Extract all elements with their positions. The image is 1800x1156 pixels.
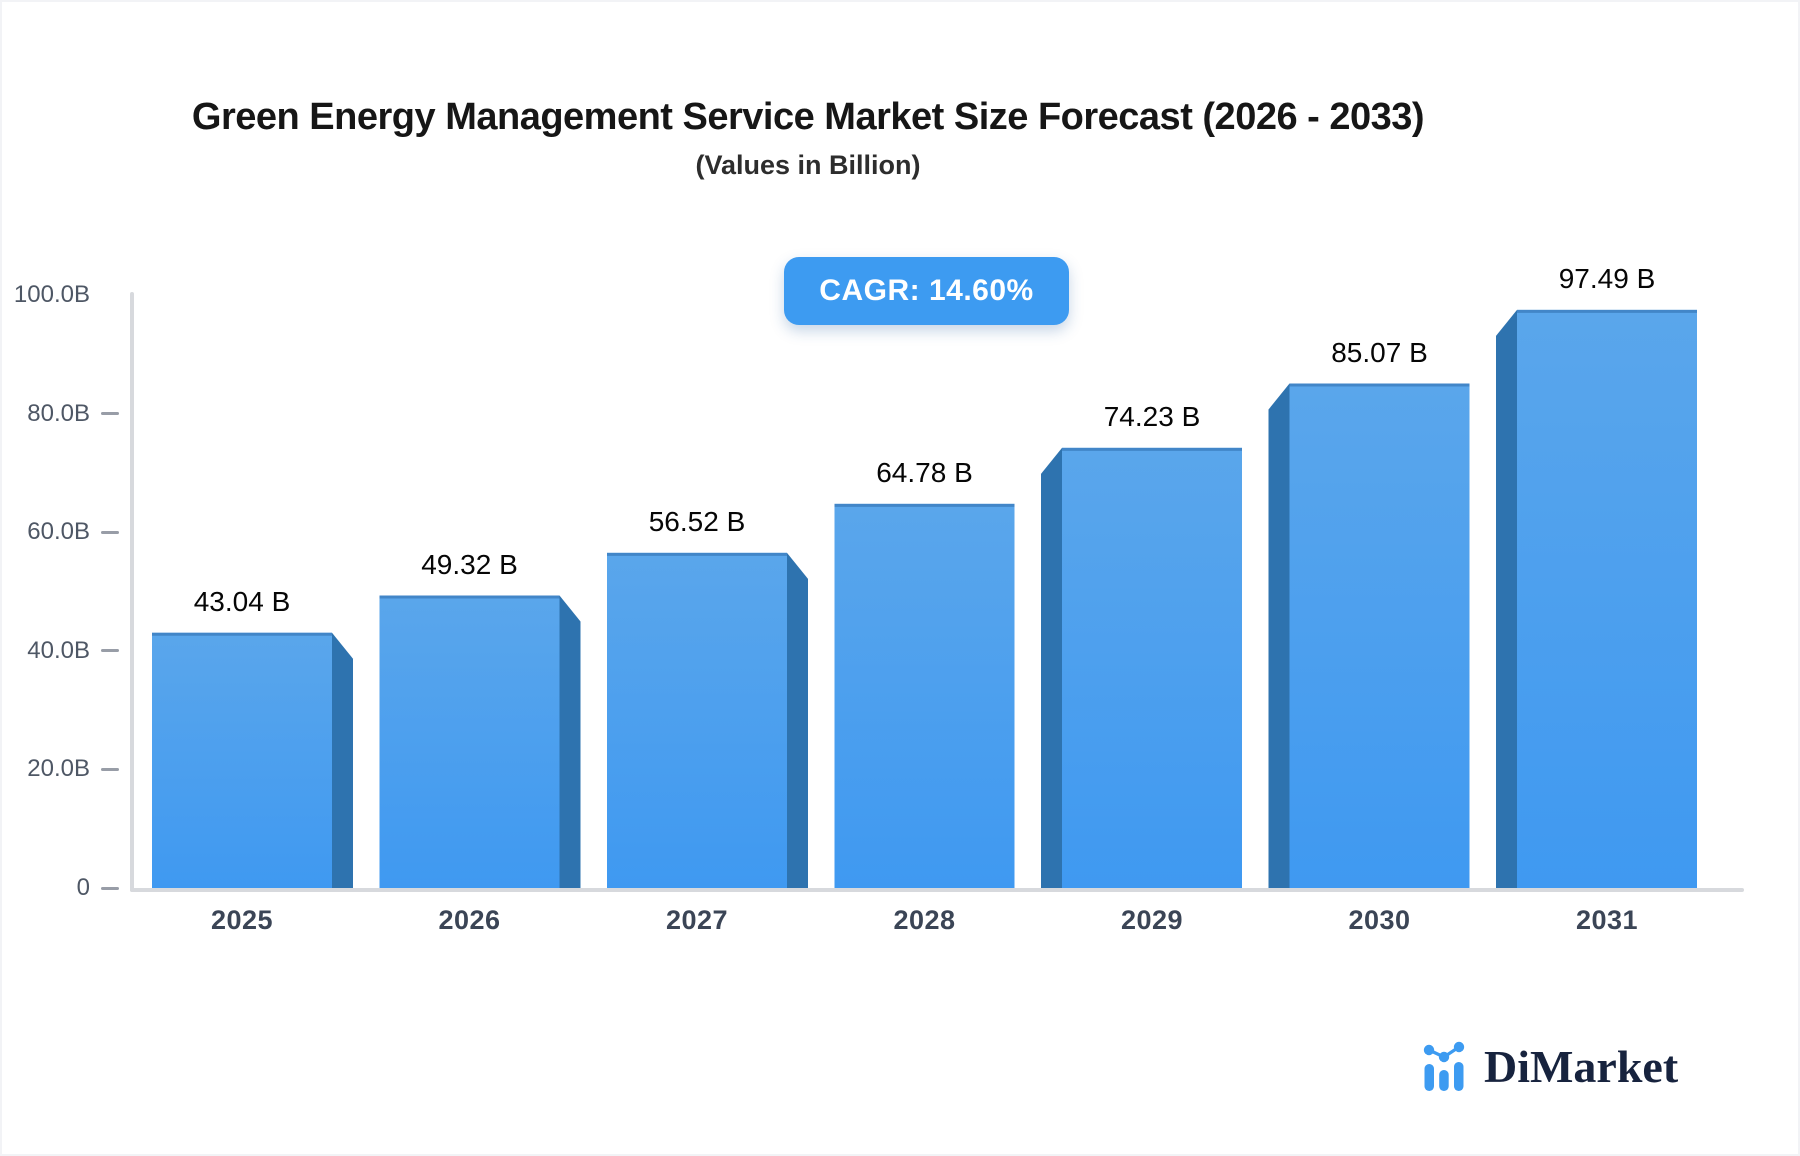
bar-front-face [1289, 383, 1470, 888]
bar-2025 [152, 632, 353, 888]
bar-value-label: 85.07 B [1331, 336, 1428, 368]
y-tick-mark [101, 530, 119, 534]
x-axis-label: 2031 [1575, 905, 1639, 935]
x-axis-label: 2029 [1120, 905, 1184, 935]
y-tick-label: 20.0B [27, 755, 90, 783]
y-tick-label: 40.0B [27, 636, 90, 664]
y-tick-mark [101, 767, 119, 771]
bar-line-chart-icon [1423, 1041, 1465, 1091]
x-axis-label: 2028 [893, 905, 956, 935]
y-tick-label: 60.0B [27, 518, 90, 546]
bar-2030 [1268, 383, 1470, 888]
x-axis-label: 2030 [1348, 905, 1411, 935]
bar-value-label: 97.49 B [1558, 262, 1656, 294]
bar-2027 [607, 552, 808, 888]
bar-value-label: 49.32 B [421, 548, 518, 580]
chart-title: Green Energy Management Service Market S… [191, 96, 1425, 138]
bar-2028 [834, 503, 1015, 888]
bar-2029 [1041, 447, 1242, 888]
y-tick-mark [101, 412, 119, 416]
y-axis-line [130, 292, 134, 892]
x-axis-label: 2027 [665, 905, 729, 935]
bar-front-face [1517, 309, 1697, 889]
bar-side-face [332, 632, 353, 888]
y-tick-label: 80.0B [27, 399, 90, 427]
bar-2026 [379, 595, 581, 888]
bar-side-face [1268, 383, 1290, 888]
y-tick-label: 0 [76, 874, 90, 901]
cagr-badge: CAGR: 14.60% [784, 257, 1069, 325]
x-axis-label: 2026 [438, 905, 501, 935]
bar-side-face [1041, 447, 1062, 888]
bar-value-label: 64.78 B [876, 456, 973, 488]
chart-subtitle: (Values in Billion) [695, 150, 921, 180]
bar-front-face [607, 552, 787, 888]
y-tick-label: 100.0B [13, 281, 90, 308]
bar-side-face [1496, 309, 1517, 889]
brand-name: DiMarket [1484, 1041, 1679, 1092]
bar-value-label: 56.52 B [648, 505, 746, 537]
bar-2031 [1496, 309, 1697, 889]
y-tick-mark [101, 886, 119, 890]
bar-front-face [1062, 447, 1242, 888]
x-axis-line [130, 888, 1744, 892]
brand-logo: DiMarket [1421, 1036, 1678, 1098]
bar-front-face [152, 632, 332, 888]
bar-side-face [559, 595, 581, 888]
y-tick-mark [101, 649, 119, 653]
bar-value-label: 43.04 B [193, 585, 291, 617]
bar-side-face [787, 552, 808, 888]
bar-front-face [834, 503, 1015, 888]
x-axis-label: 2025 [210, 905, 274, 935]
bar-value-label: 74.23 B [1103, 400, 1201, 432]
bar-front-face [379, 595, 560, 888]
